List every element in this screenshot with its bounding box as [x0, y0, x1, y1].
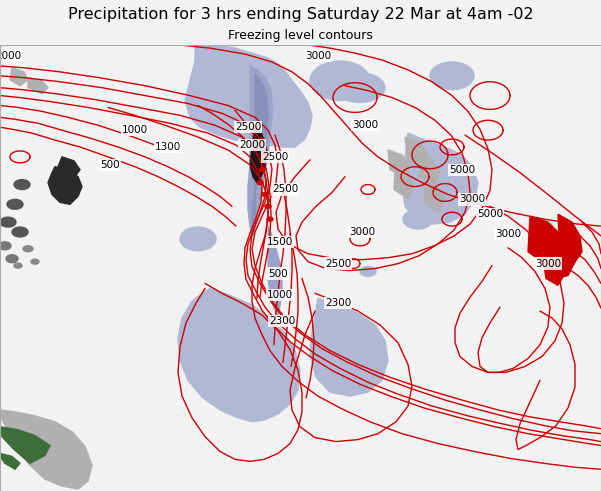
Ellipse shape [262, 192, 268, 196]
Text: 3000: 3000 [459, 194, 485, 204]
Polygon shape [394, 170, 414, 198]
Ellipse shape [430, 62, 474, 90]
Polygon shape [252, 74, 268, 236]
Ellipse shape [257, 181, 263, 185]
Polygon shape [310, 298, 388, 396]
Ellipse shape [259, 138, 265, 142]
Text: 2500: 2500 [262, 152, 288, 162]
Ellipse shape [6, 255, 18, 263]
Text: 2000: 2000 [239, 140, 265, 150]
Polygon shape [545, 226, 575, 278]
Ellipse shape [180, 227, 216, 251]
Ellipse shape [265, 204, 271, 208]
Ellipse shape [403, 209, 433, 229]
Text: 5000: 5000 [477, 209, 503, 219]
Text: Precipitation for 3 hrs ending Saturday 22 Mar at 4am -02: Precipitation for 3 hrs ending Saturday … [68, 7, 533, 22]
Ellipse shape [7, 199, 23, 209]
Polygon shape [10, 68, 28, 86]
Ellipse shape [192, 320, 292, 389]
Text: 2000: 2000 [0, 51, 21, 61]
Ellipse shape [261, 153, 267, 157]
Ellipse shape [23, 246, 33, 252]
Text: 1000: 1000 [267, 290, 293, 300]
Polygon shape [28, 78, 48, 94]
Text: 2500: 2500 [272, 185, 298, 194]
Text: Freezing level contours: Freezing level contours [228, 29, 373, 42]
Text: 3000: 3000 [495, 229, 521, 239]
Ellipse shape [310, 61, 370, 101]
Polygon shape [250, 125, 267, 183]
Polygon shape [405, 137, 428, 167]
Text: 3000: 3000 [305, 51, 331, 61]
Ellipse shape [267, 217, 273, 221]
Polygon shape [0, 453, 20, 469]
Polygon shape [248, 66, 272, 236]
Polygon shape [0, 427, 50, 464]
Polygon shape [0, 410, 92, 491]
Ellipse shape [420, 191, 460, 218]
Text: 2500: 2500 [235, 122, 261, 132]
Text: 3000: 3000 [352, 120, 378, 130]
Ellipse shape [31, 259, 39, 264]
Ellipse shape [259, 168, 265, 172]
Polygon shape [178, 288, 300, 422]
Text: 2300: 2300 [325, 298, 351, 308]
Polygon shape [540, 239, 565, 285]
Ellipse shape [14, 180, 30, 190]
Polygon shape [388, 150, 410, 177]
Text: 2300: 2300 [269, 316, 295, 326]
Polygon shape [424, 180, 445, 212]
Text: 3000: 3000 [535, 259, 561, 269]
Ellipse shape [360, 267, 376, 276]
Text: 3000: 3000 [349, 227, 375, 237]
Ellipse shape [0, 217, 16, 227]
Ellipse shape [14, 263, 22, 268]
Ellipse shape [335, 73, 385, 103]
Polygon shape [58, 157, 80, 177]
Polygon shape [418, 153, 440, 185]
Text: 1500: 1500 [267, 237, 293, 247]
Ellipse shape [0, 242, 11, 250]
Polygon shape [402, 133, 478, 224]
Polygon shape [185, 45, 312, 147]
Text: 5000: 5000 [449, 164, 475, 175]
Ellipse shape [12, 227, 28, 237]
Text: 1300: 1300 [155, 142, 181, 152]
Polygon shape [268, 226, 282, 315]
Polygon shape [48, 167, 82, 204]
Polygon shape [558, 214, 582, 264]
Text: 2500: 2500 [325, 259, 351, 269]
Text: 500: 500 [268, 269, 288, 278]
Text: 500: 500 [100, 160, 120, 170]
Polygon shape [528, 216, 562, 262]
Text: 1000: 1000 [122, 125, 148, 135]
